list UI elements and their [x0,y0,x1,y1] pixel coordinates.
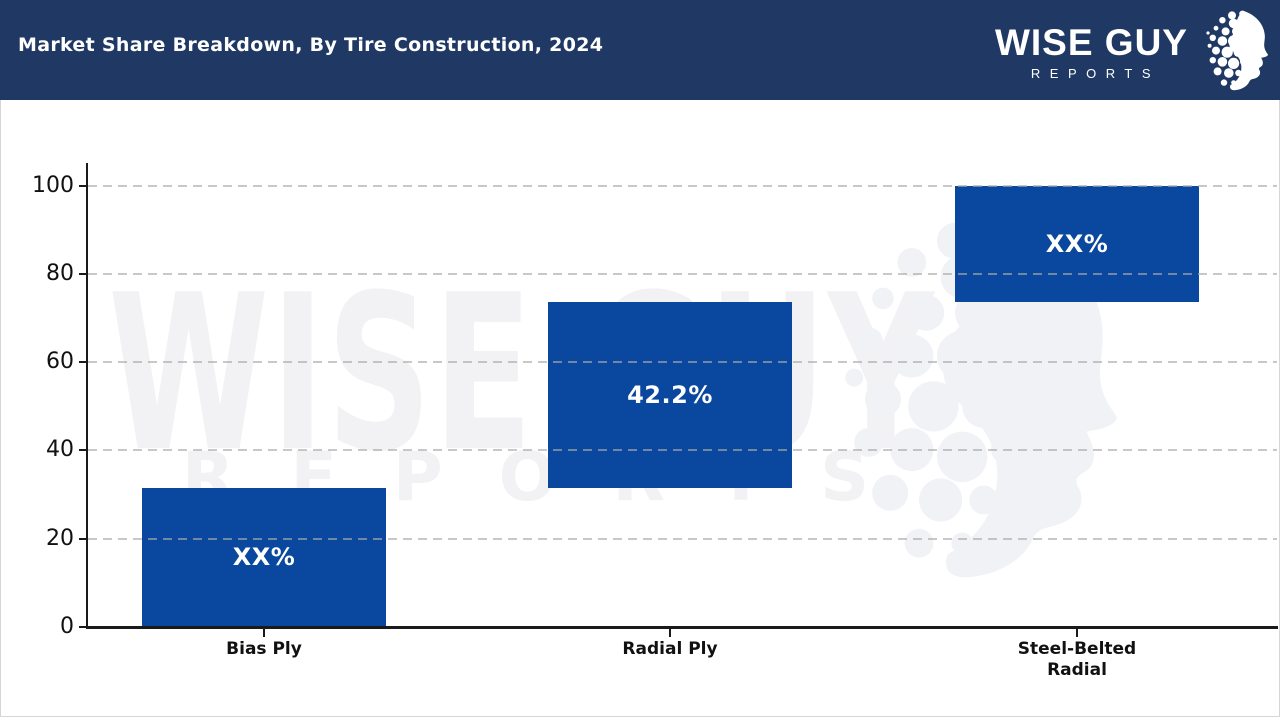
y-tick [79,361,87,364]
y-tick-label: 100 [32,172,74,198]
bar-segment: 42.2% [548,301,792,488]
gridline [88,537,1277,540]
x-category-label: Radial Ply [622,639,718,659]
y-tick-label: 20 [46,525,74,551]
logo-subtext: REPORTS [1030,66,1161,81]
header-bar: Market Share Breakdown, By Tire Construc… [0,0,1280,100]
bar-segment: XX% [142,487,386,627]
bar-value-label: 42.2% [627,380,713,409]
wiseguy-face-icon [1206,10,1268,91]
y-tick-label: 60 [46,349,74,375]
y-axis-spine [86,163,88,629]
watermark-line1: WISE GUY [108,248,936,499]
bar-value-label: XX% [232,543,296,572]
x-category-label: Steel-Belted Radial [1017,639,1137,681]
wiseguy-logo: WISE GUY REPORTS [995,24,1188,81]
bar-segment: XX% [955,186,1199,302]
x-tick [669,629,671,637]
y-tick [79,272,87,275]
y-tick [79,626,87,628]
bar-value-label: XX% [1045,230,1109,258]
y-tick-label: 80 [46,260,74,286]
x-axis-spine [86,626,1278,629]
y-tick-label: 0 [60,614,74,639]
gridline [88,361,1277,364]
x-tick [263,629,265,637]
gridline [88,184,1277,187]
y-tick [79,537,87,540]
gridline [88,272,1277,275]
y-tick [79,184,87,187]
x-category-label: Bias Ply [226,639,302,659]
logo-wordmark: WISE GUY [994,22,1188,63]
y-tick-label: 40 [46,437,74,463]
gridline [88,449,1277,452]
chart-title: Market Share Breakdown, By Tire Construc… [18,34,604,56]
x-tick [1076,629,1078,637]
y-tick [79,449,87,452]
